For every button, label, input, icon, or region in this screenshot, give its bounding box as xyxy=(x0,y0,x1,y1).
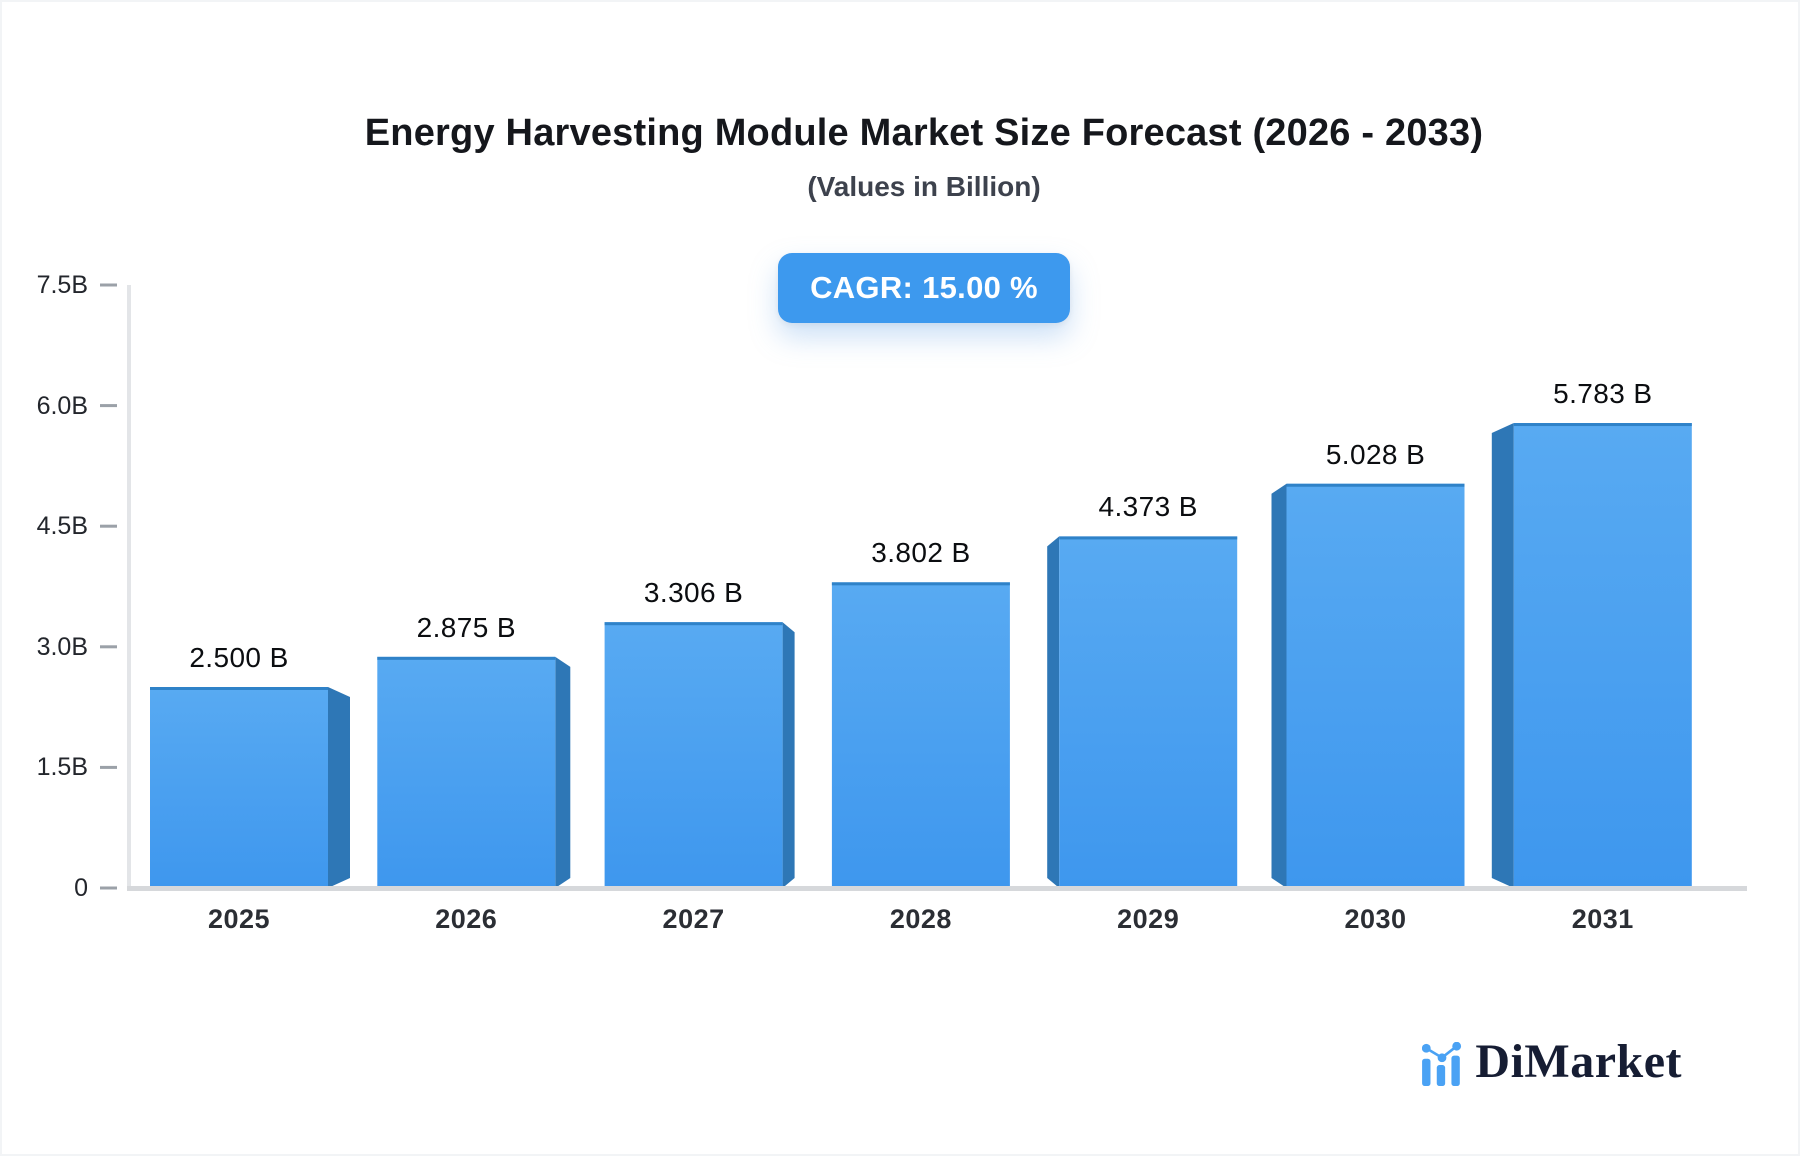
bar-top-edge xyxy=(1513,423,1692,427)
bar-value-label: 2.500 B xyxy=(189,642,289,673)
x-axis-label: 2029 xyxy=(1117,904,1180,934)
cagr-badge: CAGR: 15.00 % xyxy=(778,253,1070,323)
bar-side-face xyxy=(328,687,350,888)
bar-front-face xyxy=(1286,483,1465,888)
bar-front-face xyxy=(1059,536,1238,888)
bar-2030 xyxy=(1271,483,1465,888)
bar-value-label: 4.373 B xyxy=(1098,491,1198,523)
bar-front-face xyxy=(377,656,556,888)
bar-2025 xyxy=(150,687,350,888)
y-axis-tick xyxy=(100,886,117,890)
dimarket-logo-text: DiMarket xyxy=(1475,1035,1682,1088)
x-axis-label: 2028 xyxy=(889,904,952,934)
bar-side-face xyxy=(1271,483,1287,888)
bar-value-label: 3.306 B xyxy=(643,577,744,609)
bar-side-face xyxy=(1491,423,1514,888)
bar-top-edge xyxy=(1059,536,1238,540)
bar-value-label: 5.028 B xyxy=(1325,438,1426,470)
bar-2031 xyxy=(1491,423,1692,888)
y-axis-tick-label: 1.5B xyxy=(36,753,88,782)
y-axis-tick-label: 4.5B xyxy=(36,512,88,541)
bar-top-edge xyxy=(150,687,328,690)
bar-side-face xyxy=(555,656,571,888)
y-axis-tick-label: 7.5B xyxy=(36,271,88,299)
bar-2029 xyxy=(1047,536,1238,888)
bar-value-label: 2.875 B xyxy=(416,611,516,643)
bar-front-face xyxy=(1513,423,1692,888)
y-axis-tick xyxy=(100,765,117,769)
bar-top-edge xyxy=(831,582,1010,586)
y-axis-tick xyxy=(100,404,117,408)
y-axis-tick xyxy=(100,645,117,649)
bar-front-face xyxy=(831,582,1010,888)
x-axis-label: 2025 xyxy=(207,904,271,934)
dimarket-logo-icon xyxy=(1422,1042,1462,1086)
bar-value-label: 3.802 B xyxy=(871,537,971,569)
chart-subtitle: (Values in Billion) xyxy=(807,171,1041,202)
chart-title: Energy Harvesting Module Market Size For… xyxy=(364,112,1484,154)
bar-2026 xyxy=(377,656,571,888)
bar-top-edge xyxy=(377,656,556,660)
bar-2027 xyxy=(604,622,795,888)
bar-top-edge xyxy=(1286,483,1465,487)
x-axis-label: 2027 xyxy=(662,904,725,934)
bar-2028 xyxy=(831,582,1010,888)
y-axis-tick-label: 6.0B xyxy=(36,391,88,420)
dimarket-logo: DiMarket xyxy=(1422,1036,1682,1088)
bar-top-edge xyxy=(604,622,783,626)
bar-value-label: 5.783 B xyxy=(1553,378,1653,410)
x-axis-label: 2026 xyxy=(435,904,498,934)
bar-front-face xyxy=(604,622,783,888)
x-axis-label: 2030 xyxy=(1344,904,1407,934)
bar-side-face xyxy=(1047,536,1060,888)
x-axis-label: 2031 xyxy=(1571,904,1634,934)
y-axis-tick-label: 3.0B xyxy=(36,632,88,661)
x-axis-baseline xyxy=(127,886,1747,891)
y-axis-tick-label: 0 xyxy=(74,874,88,902)
y-axis-line xyxy=(127,285,131,888)
bar-front-face xyxy=(150,687,328,888)
y-axis-tick xyxy=(100,524,117,528)
bar-side-face xyxy=(782,622,795,888)
y-axis-tick xyxy=(100,283,117,287)
